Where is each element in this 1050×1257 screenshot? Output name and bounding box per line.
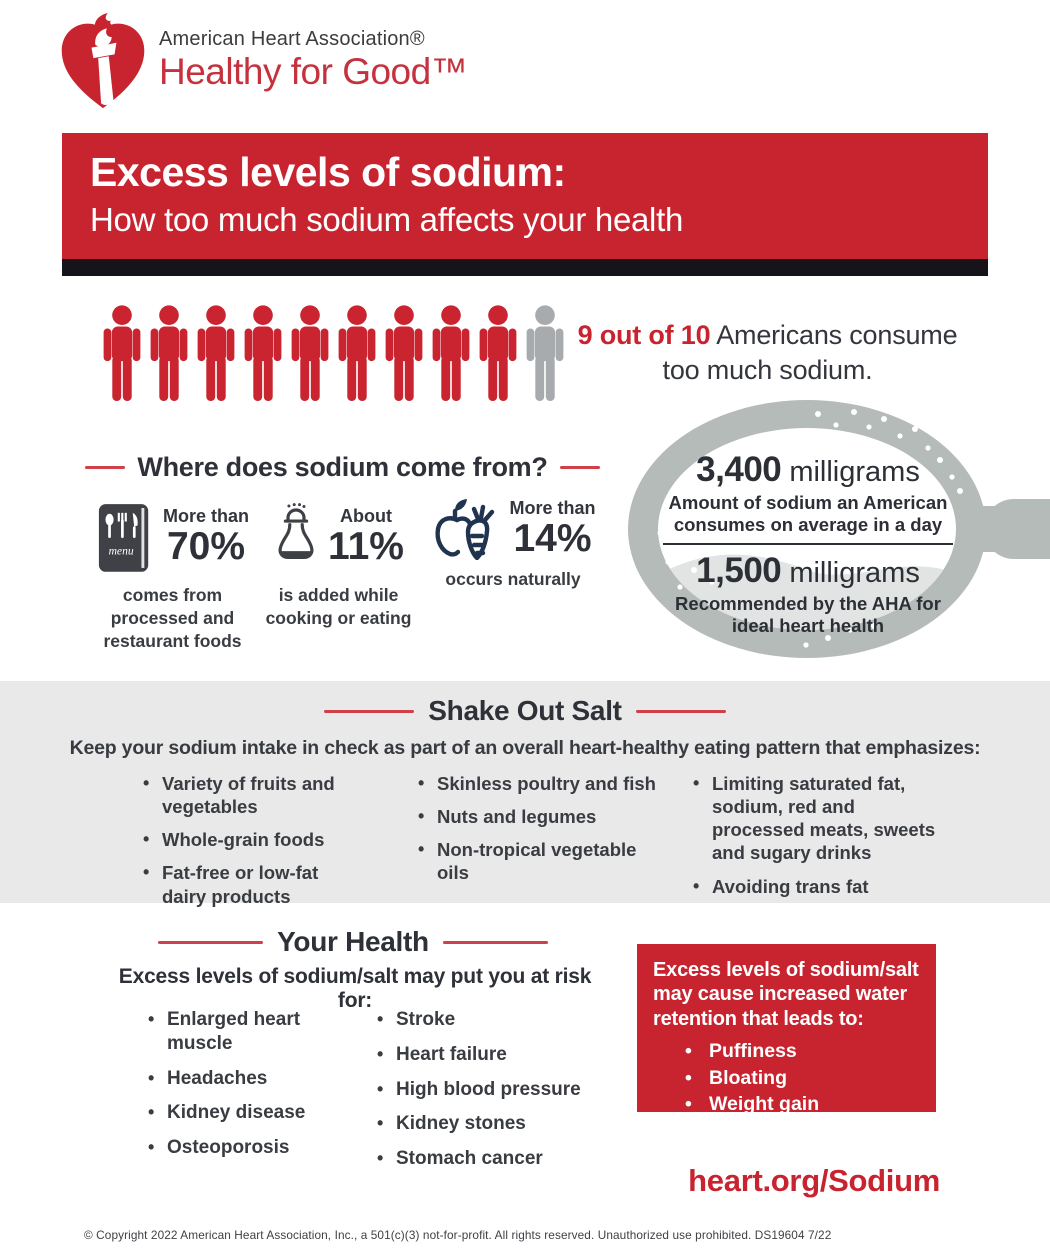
source-item-natural: More than 14% occurs naturally <box>424 498 602 591</box>
person-icon <box>193 305 239 402</box>
source-desc: occurs naturally <box>445 569 581 589</box>
list-item: Skinless poultry and fish <box>413 772 658 795</box>
avg-sodium-unit: milligrams <box>781 456 920 488</box>
banner-underline-bar <box>62 259 988 276</box>
sources-heading: Where does sodium come from? <box>85 452 600 483</box>
health-column-1: Enlarged heart muscle Headaches Kidney d… <box>143 1008 348 1171</box>
list-item: Headaches <box>143 1067 348 1091</box>
site-url-link[interactable]: heart.org/Sodium <box>688 1163 940 1198</box>
list-item: Weight gain <box>679 1093 920 1117</box>
page-subtitle: How too much sodium affects your health <box>90 201 683 238</box>
red-rule-left <box>324 709 415 713</box>
callout-list: Puffiness Bloating Weight gain <box>679 1040 920 1117</box>
list-item: Kidney disease <box>143 1101 348 1125</box>
source-percent: 11% <box>328 525 404 569</box>
person-icon <box>522 305 568 402</box>
list-item: Whole-grain foods <box>138 828 358 851</box>
water-retention-callout: Excess levels of sodium/salt may cause i… <box>637 944 936 1117</box>
person-icon <box>99 305 145 402</box>
shake-column-1: Variety of fruits and vegetables Whole-g… <box>138 772 358 918</box>
list-item: Osteoporosis <box>143 1136 348 1160</box>
logo-text: American Heart Association® Healthy for … <box>159 12 468 92</box>
shake-column-3: Limiting saturated fat, sodium, red and … <box>688 772 943 908</box>
sodium-stat: 9 out of 10 Americans consume too much s… <box>575 318 960 388</box>
svg-text:menu: menu <box>109 544 134 557</box>
list-item: Enlarged heart muscle <box>143 1008 348 1056</box>
list-item: Stroke <box>372 1008 597 1032</box>
red-rule-left <box>158 940 264 944</box>
menu-book-icon: menu <box>98 504 149 572</box>
people-row <box>99 305 568 402</box>
aha-logo: American Heart Association® Healthy for … <box>55 12 468 112</box>
list-item: Avoiding trans fat <box>688 875 943 898</box>
stat-rest: Americans consume too much sodium. <box>662 320 958 386</box>
sources-heading-text: Where does sodium come from? <box>137 452 548 482</box>
source-desc: is added while cooking or eating <box>265 585 412 628</box>
copyright-text: © Copyright 2022 American Heart Associat… <box>84 1228 832 1242</box>
red-rule-left <box>85 466 126 469</box>
shake-intro: Keep your sodium intake in check as part… <box>69 737 981 759</box>
shake-heading: Shake Out Salt <box>0 695 1050 727</box>
source-desc: comes from processed and restaurant food… <box>103 585 242 651</box>
source-percent: 70% <box>166 525 246 569</box>
recommended-sodium-unit: milligrams <box>781 557 920 590</box>
avg-sodium-value: 3,400 <box>696 450 782 489</box>
source-item-added: About 11% is added while cooking or eati… <box>256 498 421 630</box>
heart-torch-icon <box>61 13 145 109</box>
health-heading: Your Health <box>118 926 588 958</box>
list-item: Kidney stones <box>372 1112 597 1136</box>
list-item: Puffiness <box>679 1040 920 1064</box>
produce-icon <box>435 499 495 560</box>
page-title: Excess levels of sodium: <box>90 149 566 195</box>
source-percent: 14% <box>513 517 592 561</box>
person-icon <box>146 305 192 402</box>
red-rule-right <box>442 940 548 944</box>
avg-sodium-line: 3,400 milligrams <box>652 450 964 489</box>
divider-line <box>663 543 953 546</box>
recommended-sodium-desc: Recommended by the AHA for ideal heart h… <box>675 593 941 636</box>
person-icon <box>287 305 333 402</box>
program-name: Healthy for Good™ <box>159 51 468 92</box>
shake-column-2: Skinless poultry and fish Nuts and legum… <box>413 772 658 895</box>
salt-spoon-graphic <box>628 400 1050 658</box>
recommended-sodium-value: 1,500 <box>696 551 782 591</box>
health-heading-text: Your Health <box>277 926 429 957</box>
recommended-sodium-line: 1,500 milligrams <box>652 553 964 590</box>
list-item: High blood pressure <box>372 1078 597 1102</box>
red-rule-right <box>559 466 600 469</box>
org-name: American Heart Association® <box>159 28 425 50</box>
list-item: Stomach cancer <box>372 1147 597 1171</box>
source-prefix: More than <box>509 498 596 519</box>
spoon-stats: 3,400 milligrams Amount of sodium an Ame… <box>652 450 964 637</box>
list-item: Variety of fruits and vegetables <box>138 772 358 818</box>
list-item: Heart failure <box>372 1043 597 1067</box>
health-column-2: Stroke Heart failure High blood pressure… <box>372 1008 597 1182</box>
salt-shaker-icon <box>278 503 314 559</box>
shake-heading-text: Shake Out Salt <box>428 695 622 726</box>
source-prefix: More than <box>162 506 249 527</box>
title-banner: Excess levels of sodium: How too much so… <box>62 133 988 259</box>
avg-sodium-desc: Amount of sodium an American consumes on… <box>668 491 948 535</box>
person-icon <box>240 305 286 402</box>
list-item: Non-tropical vegetable oils <box>413 838 658 884</box>
person-icon <box>381 305 427 402</box>
list-item: Bloating <box>679 1067 920 1091</box>
callout-intro: Excess levels of sodium/salt may cause i… <box>653 959 919 1030</box>
person-icon <box>428 305 474 402</box>
list-item: Fat-free or low-fat dairy products <box>138 861 358 907</box>
source-item-processed: menu More than 70% comes from processed … <box>90 498 255 652</box>
stat-highlight: 9 out of 10 <box>577 320 711 350</box>
health-intro: Excess levels of sodium/salt may put you… <box>118 965 592 1012</box>
red-rule-right <box>635 709 726 713</box>
list-item: Limiting saturated fat, sodium, red and … <box>688 772 943 865</box>
person-icon <box>475 305 521 402</box>
list-item: Nuts and legumes <box>413 805 658 828</box>
person-icon <box>334 305 380 402</box>
source-prefix: About <box>340 506 392 527</box>
